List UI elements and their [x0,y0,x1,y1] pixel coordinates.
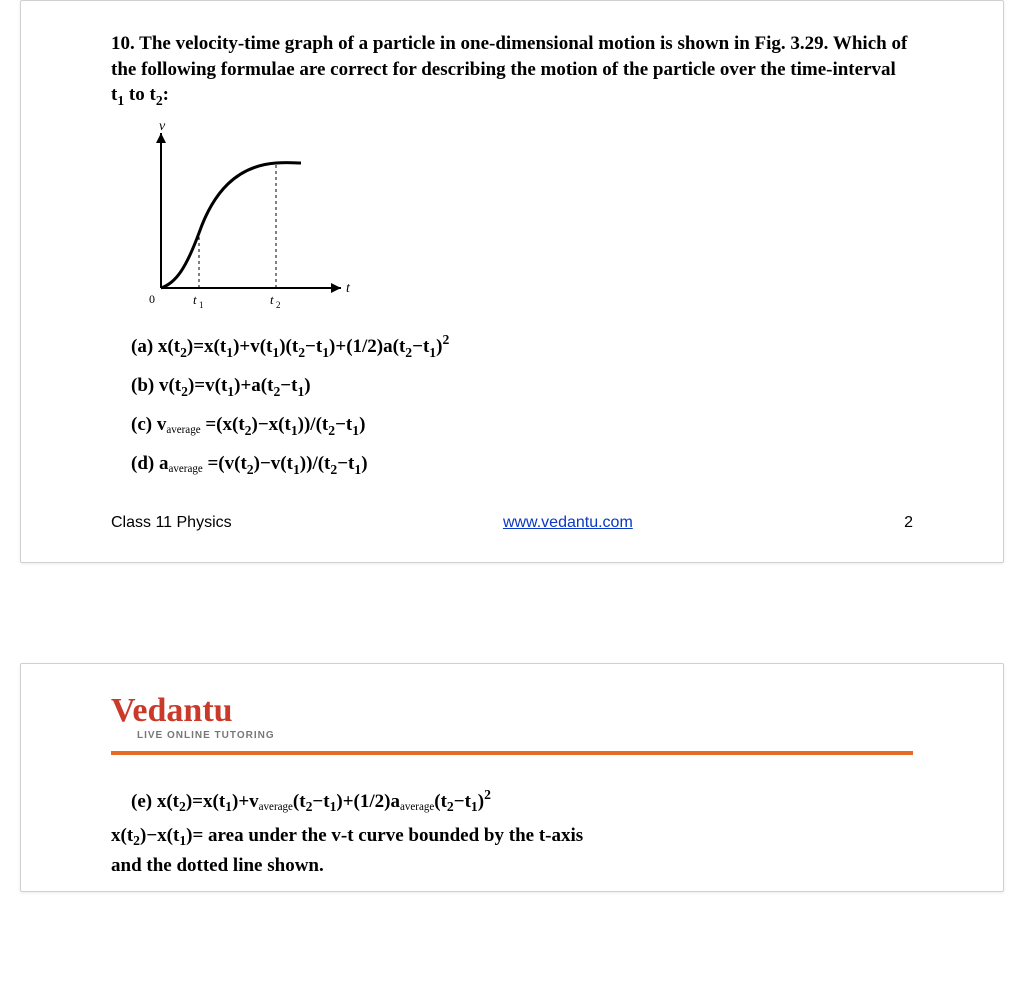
options-block: (a) x(t2)=x(t1)+v(t1)(t2−t1)+(1/2)a(t2−t… [131,328,913,484]
svg-text:1: 1 [199,300,204,310]
q-sub1: 1 [117,93,124,108]
brand-rule [111,751,913,755]
opt-b-label: (b) [131,375,154,396]
svg-text:t: t [346,281,351,296]
svg-text:t: t [193,292,197,307]
page-number: 2 [904,514,913,532]
velocity-time-graph: v t 0 t 1 t 2 [131,118,351,318]
option-e: (e) x(t2)=x(t1)+vaverage(t2−t1)+(1/2)aav… [131,783,913,821]
question-text: 10. The velocity-time graph of a particl… [111,31,913,108]
svg-text:v: v [159,119,166,134]
option-b: (b) v(t2)=v(t1)+a(t2−t1) [131,367,913,406]
vedantu-tagline: LIVE ONLINE TUTORING [137,730,913,741]
q-suffix: : [163,84,169,105]
svg-text:2: 2 [276,300,281,310]
option-a: (a) x(t2)=x(t1)+v(t1)(t2−t1)+(1/2)a(t2−t… [131,328,913,367]
class-label: Class 11 Physics [111,514,232,532]
opt-e-label: (e) [131,791,152,812]
page-card-1: 10. The velocity-time graph of a particl… [20,0,1004,563]
option-d: (d) aaverage =(v(t2)−v(t1))/(t2−t1) [131,445,913,484]
vedantu-logo: Vedantu [111,694,913,728]
vedantu-link[interactable]: www.vedantu.com [503,514,633,532]
q-main: 10. The velocity-time graph of a particl… [111,33,907,105]
brand-block: Vedantu LIVE ONLINE TUTORING [111,694,913,741]
opt-a-label: (a) [131,336,153,357]
svg-text:t: t [270,292,274,307]
q-sub2: 2 [156,93,163,108]
option-c: (c) vaverage =(x(t2)−x(t1))/(t2−t1) [131,406,913,445]
opt-d-label: (d) [131,453,154,474]
q-mid: to t [124,84,156,105]
explain-text: x(t2)−x(t1)= area under the v-t curve bo… [111,821,913,882]
page-footer: Class 11 Physics www.vedantu.com 2 [111,514,913,532]
page-card-2: Vedantu LIVE ONLINE TUTORING (e) x(t2)=x… [20,663,1004,893]
svg-text:0: 0 [149,292,155,306]
opt-c-label: (c) [131,414,152,435]
